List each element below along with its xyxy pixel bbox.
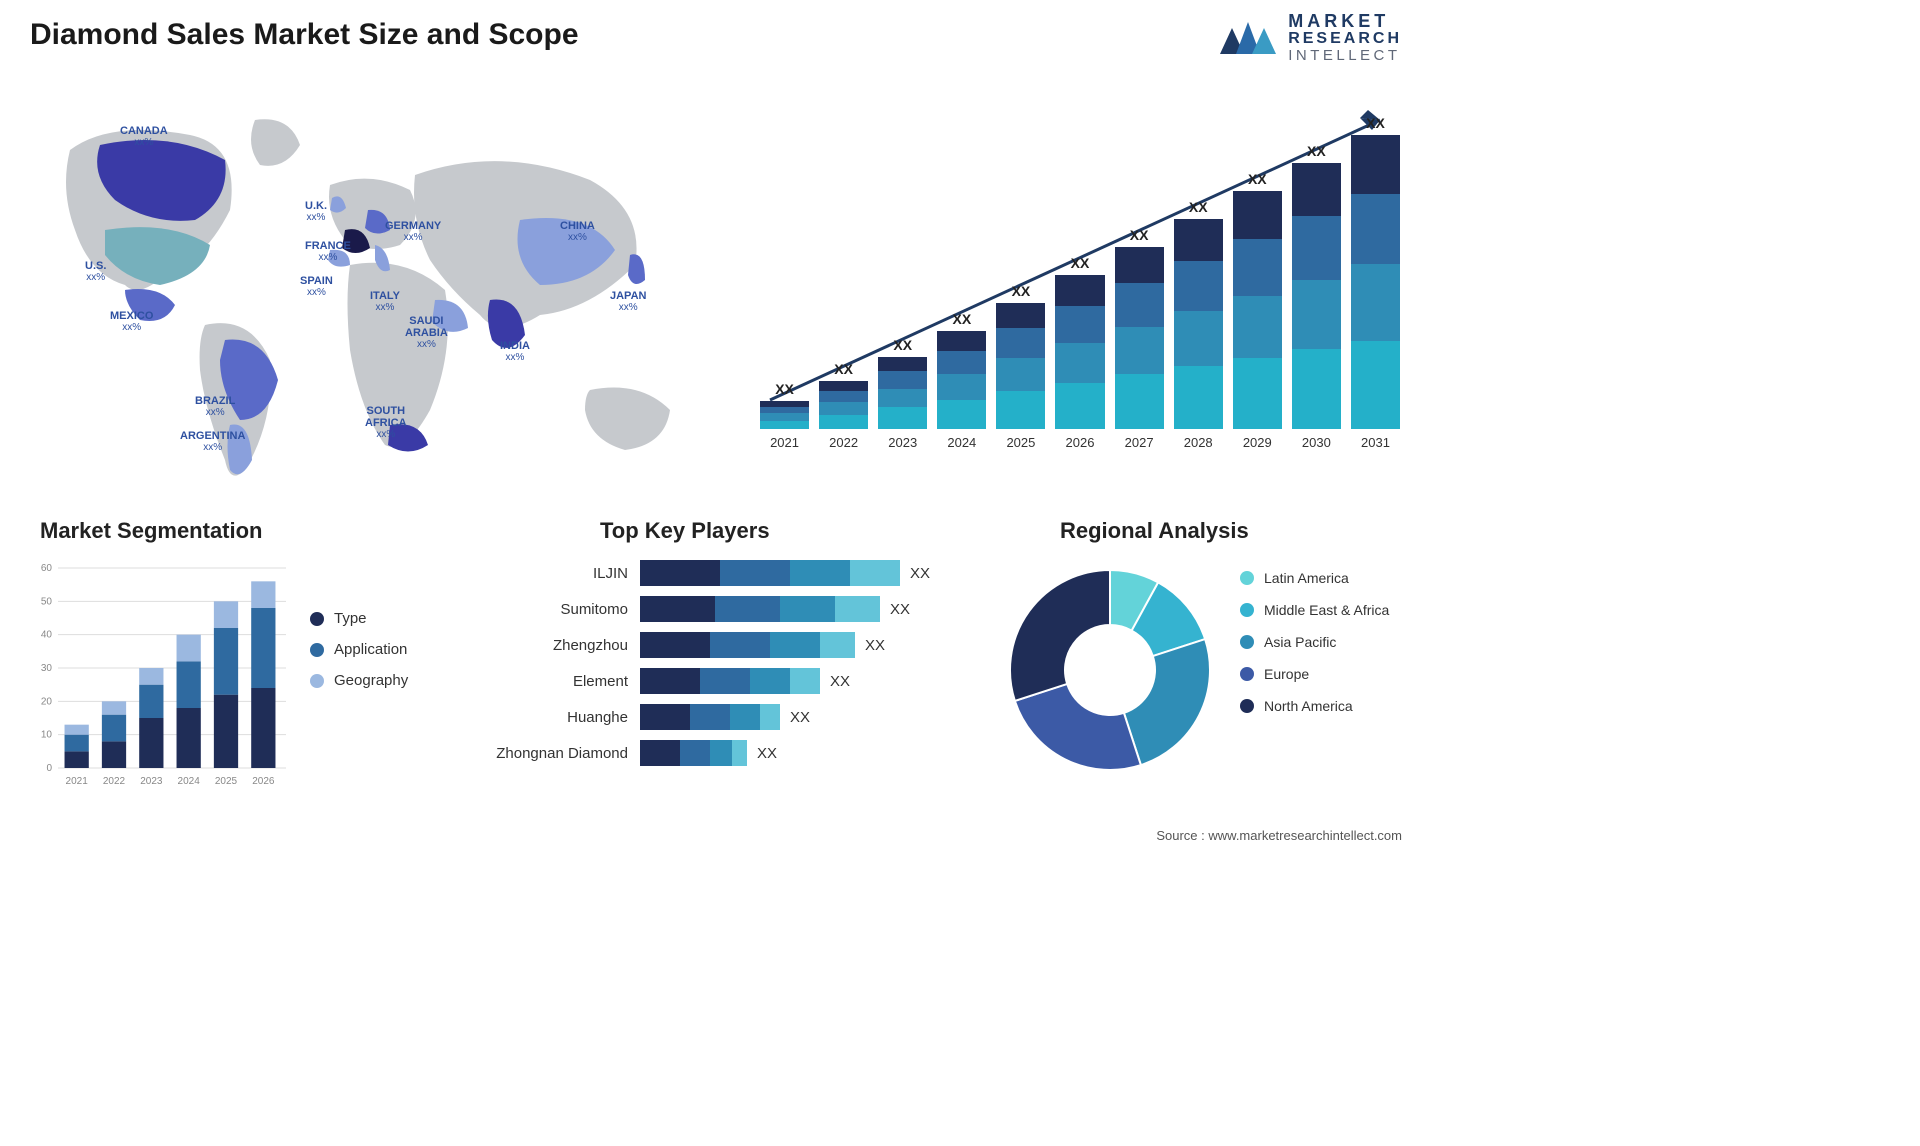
svg-text:10: 10 [41,730,53,741]
logo-text-3: INTELLECT [1288,48,1402,64]
kp-row-element: ElementXX [490,668,970,694]
growth-bar-2027: XX2027 [1115,227,1164,450]
svg-text:40: 40 [41,630,53,641]
svg-text:0: 0 [46,763,52,774]
keyplayers-chart: ILJINXX SumitomoXX ZhengzhouXX ElementXX Hua… [490,560,970,820]
svg-text:60: 60 [41,563,53,574]
segmentation-title: Market Segmentation [40,518,263,544]
segmentation-chart: 0 10 20 30 40 50 60 2021 2022 2023 2024 2025 2026 Ty… [30,560,470,820]
growth-bar-2026: XX2026 [1055,255,1104,450]
svg-text:2023: 2023 [140,776,163,787]
svg-text:2025: 2025 [215,776,238,787]
keyplayers-title: Top Key Players [600,518,770,544]
kp-row-huanghe: HuangheXX [490,704,970,730]
map-label-germany: GERMANYxx% [385,220,441,243]
seg-legend-type: Type [310,610,408,627]
svg-text:50: 50 [41,596,53,607]
map-label-france: FRANCExx% [305,240,351,263]
svg-text:2022: 2022 [103,776,126,787]
logo-text-2: RESEARCH [1288,31,1402,48]
svg-text:2026: 2026 [252,776,275,787]
logo-icon [1218,14,1278,62]
reg-legend-europe: Europe [1240,666,1389,682]
growth-bar-2025: XX2025 [996,283,1045,450]
map-label-india: INDIAxx% [500,340,530,363]
seg-legend-application: Application [310,641,408,658]
regional-title: Regional Analysis [1060,518,1249,544]
svg-text:20: 20 [41,696,53,707]
growth-bar-2022: XX2022 [819,361,868,450]
map-label-brazil: BRAZILxx% [195,395,235,418]
regional-chart: Latin America Middle East & Africa Asia Pa… [1000,560,1420,820]
kp-row-zhengzhou: ZhengzhouXX [490,632,970,658]
source-text: Source : www.marketresearchintellect.com [1156,828,1402,843]
map-label-u-s-: U.S.xx% [85,260,106,283]
growth-bar-2021: XX2021 [760,381,809,450]
map-label-south-africa: SOUTHAFRICAxx% [365,405,407,440]
map-label-japan: JAPANxx% [610,290,646,313]
growth-bar-2030: XX2030 [1292,143,1341,450]
kp-row-iljin: ILJINXX [490,560,970,586]
growth-bar-2023: XX2023 [878,337,927,450]
growth-bar-2028: XX2028 [1174,199,1223,450]
map-label-canada: CANADAxx% [120,125,168,148]
page-title: Diamond Sales Market Size and Scope [30,18,579,52]
brand-logo: MARKET RESEARCH INTELLECT [1218,12,1402,63]
map-label-china: CHINAxx% [560,220,595,243]
svg-text:30: 30 [41,663,53,674]
logo-text-1: MARKET [1288,12,1402,31]
map-label-u-k-: U.K.xx% [305,200,327,223]
map-label-italy: ITALYxx% [370,290,400,313]
reg-legend-latin-america: Latin America [1240,570,1389,586]
growth-chart: XX2021XX2022XX2023XX2024XX2025XX2026XX20… [760,100,1400,480]
map-label-saudi-arabia: SAUDIARABIAxx% [405,315,448,350]
reg-legend-north-america: North America [1240,698,1389,714]
svg-text:2024: 2024 [178,776,201,787]
world-map: CANADAxx% U.S.xx% MEXICOxx% BRAZILxx% ARGENT… [30,90,730,490]
map-label-argentina: ARGENTINAxx% [180,430,245,453]
growth-bar-2024: XX2024 [937,311,986,450]
map-label-mexico: MEXICOxx% [110,310,153,333]
reg-legend-middle-east-africa: Middle East & Africa [1240,602,1389,618]
kp-row-zhongnan-diamond: Zhongnan DiamondXX [490,740,970,766]
kp-row-sumitomo: SumitomoXX [490,596,970,622]
reg-legend-asia-pacific: Asia Pacific [1240,634,1389,650]
seg-legend-geography: Geography [310,672,408,689]
svg-text:2021: 2021 [66,776,89,787]
map-label-spain: SPAINxx% [300,275,333,298]
growth-bar-2029: XX2029 [1233,171,1282,450]
growth-bar-2031: XX2031 [1351,115,1400,450]
